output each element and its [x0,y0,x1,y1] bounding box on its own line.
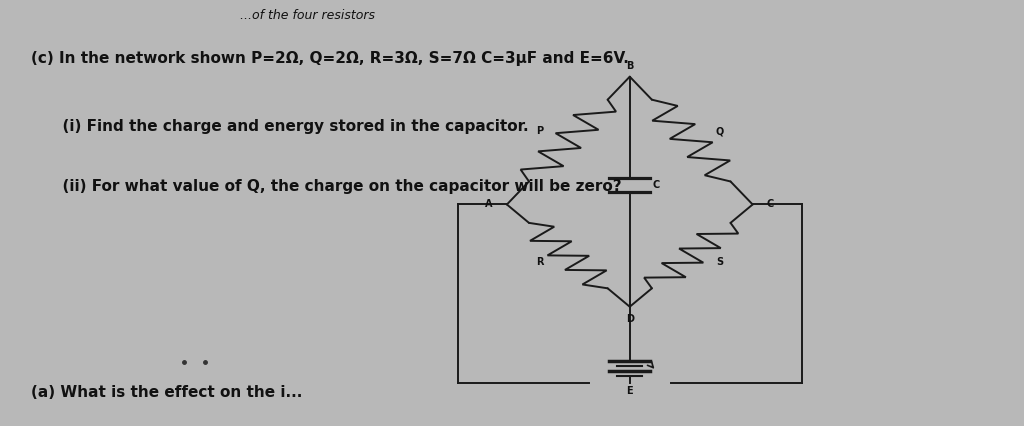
Text: ...of the four resistors: ...of the four resistors [240,9,375,22]
Text: B: B [626,61,634,71]
Text: R: R [536,257,544,268]
Text: C: C [652,180,659,190]
Text: (ii) For what value of Q, the charge on the capacitor will be zero?: (ii) For what value of Q, the charge on … [31,179,622,194]
Text: A: A [485,199,493,210]
Text: E: E [627,386,633,395]
Text: (a) What is the effect on the i...: (a) What is the effect on the i... [31,386,302,400]
Text: P: P [537,126,543,136]
Text: (i) Find the charge and energy stored in the capacitor.: (i) Find the charge and energy stored in… [31,119,528,134]
Text: Q: Q [716,126,724,136]
Text: D: D [626,314,634,323]
Text: C: C [767,199,774,210]
Text: S: S [717,257,723,268]
Text: (c) In the network shown P=2Ω, Q=2Ω, R=3Ω, S=7Ω C=3μF and E=6V.: (c) In the network shown P=2Ω, Q=2Ω, R=3… [31,51,629,66]
